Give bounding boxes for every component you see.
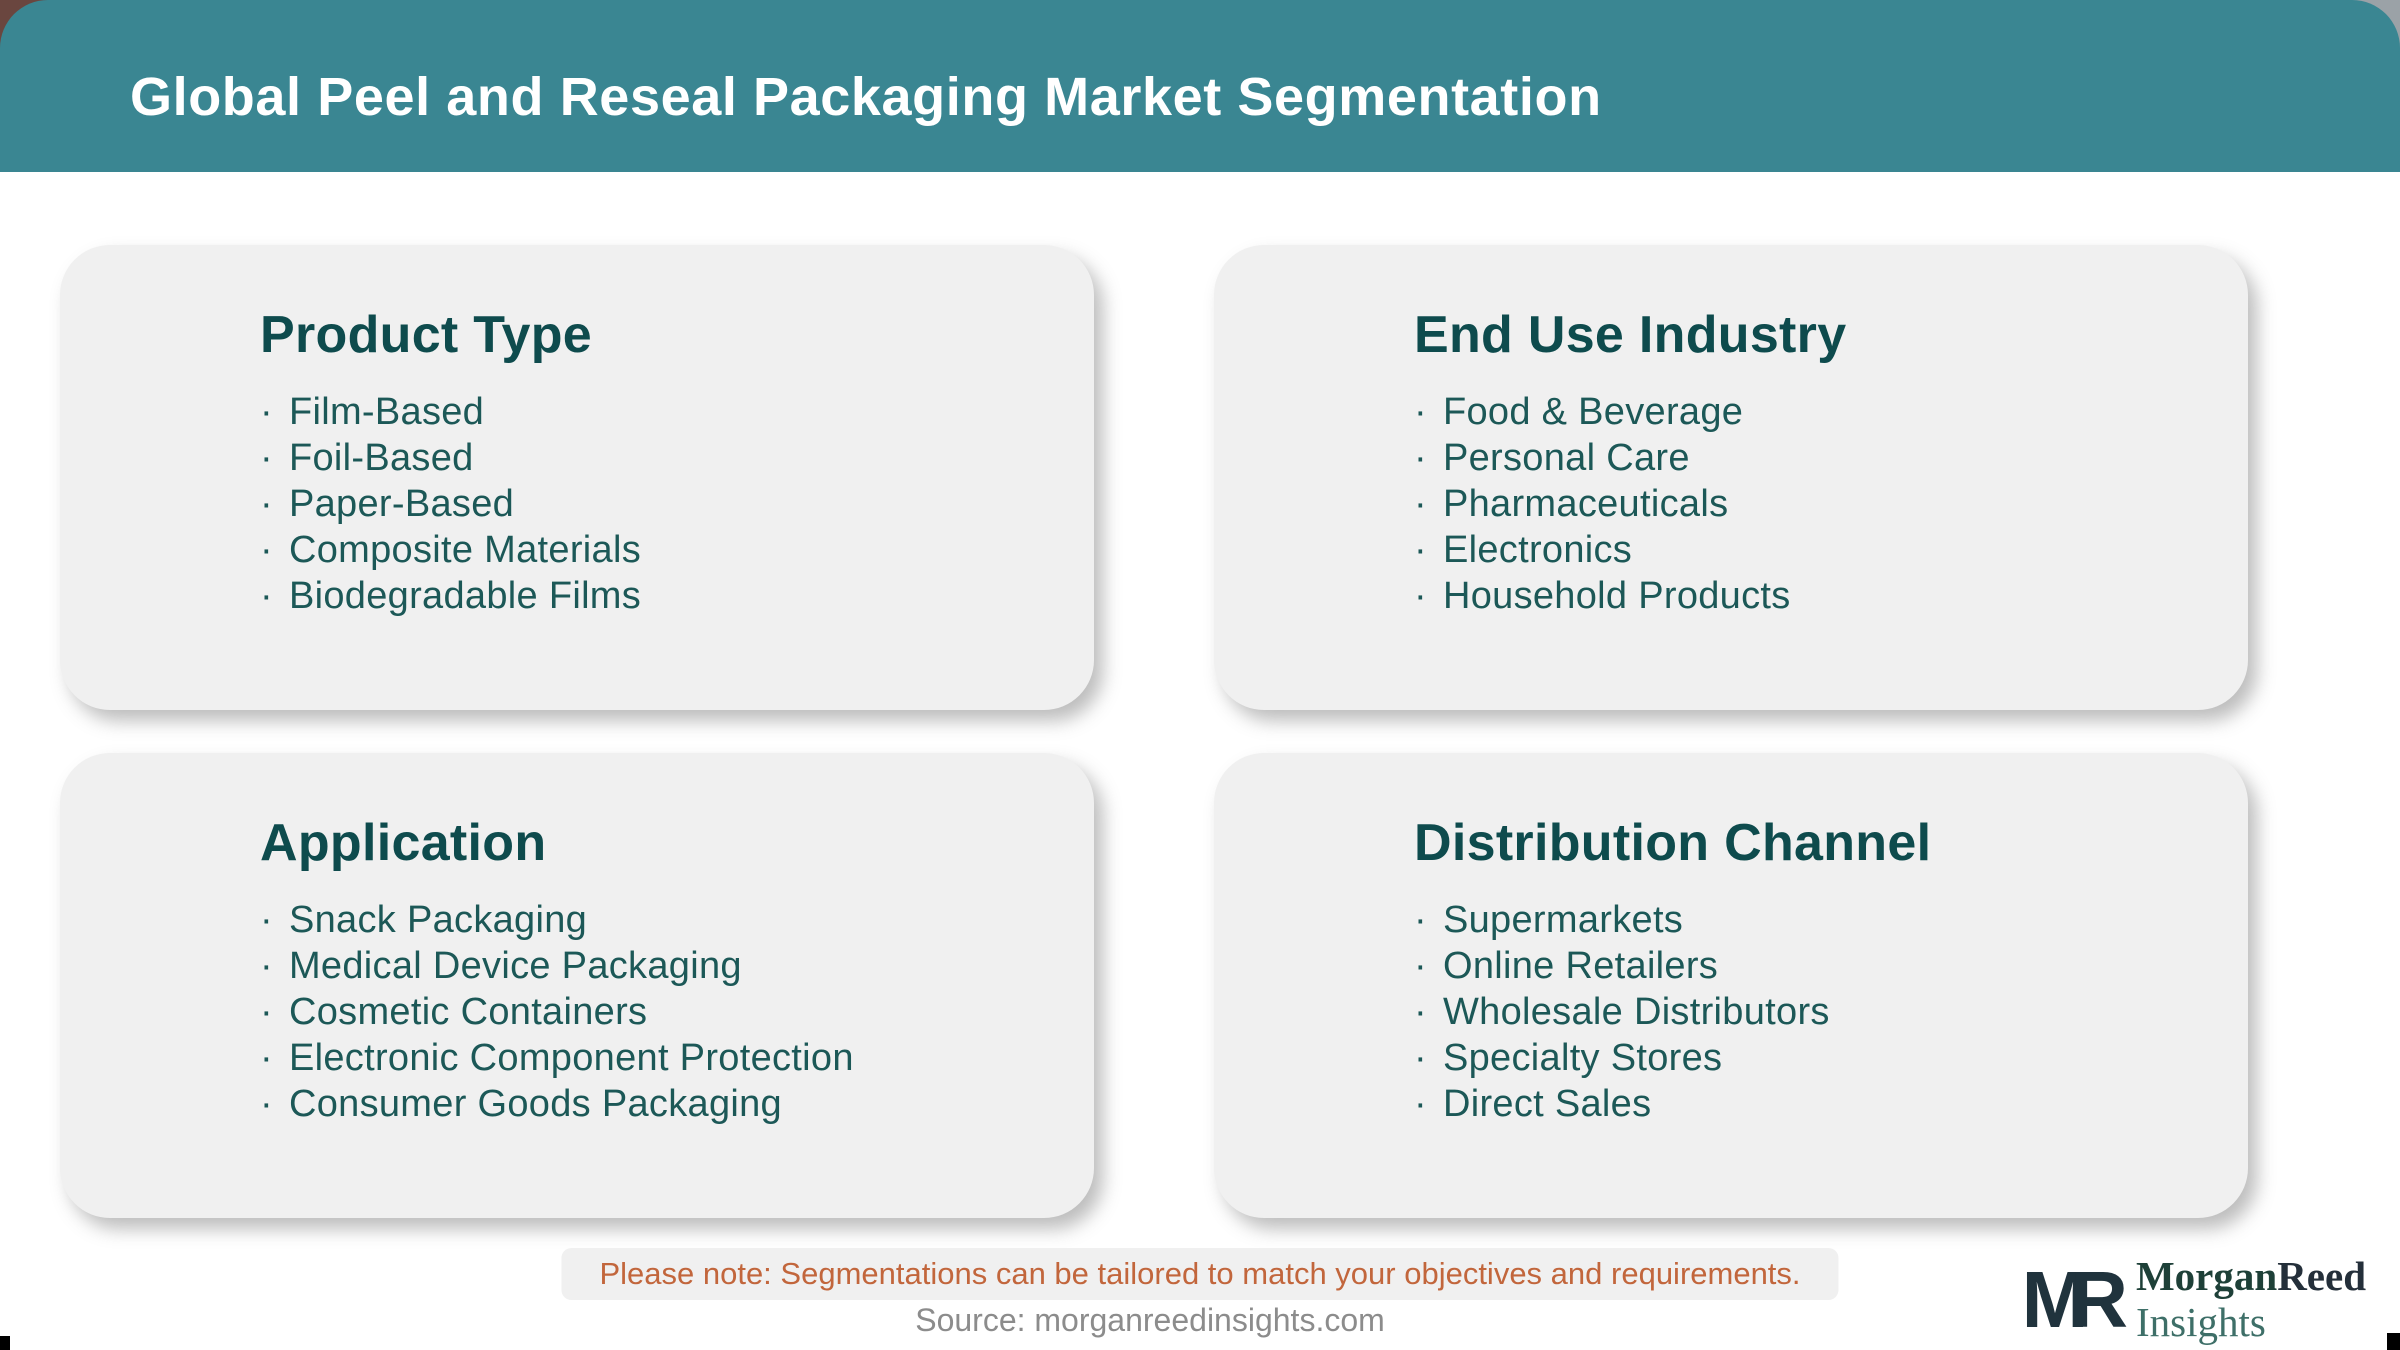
bullet-dot: · [260,945,273,987]
bullet-dot: · [260,575,273,617]
list-item: · Electronics [1414,527,2198,573]
monogram-letter-r: R [2070,1254,2128,1344]
list-item: · Foil-Based [260,435,1044,481]
card-list-end-use-industry: · Food & Beverage · Personal Care · Phar… [1414,389,2198,619]
bullet-dot: · [1414,575,1427,617]
card-title-distribution-channel: Distribution Channel [1414,814,1932,872]
logo-name-reed: Reed [2277,1253,2366,1299]
item-label: Wholesale Distributors [1442,991,1830,1033]
item-label: Personal Care [1442,437,1690,479]
item-label: Electronics [1442,529,1633,571]
list-item: · Specialty Stores [1414,1035,2198,1081]
item-label: Cosmetic Containers [288,991,648,1033]
list-item: · Paper-Based [260,481,1044,527]
bullet-dot: · [1414,991,1427,1033]
crop-mark-bottom-right [2387,1333,2400,1350]
list-item: · Wholesale Distributors [1414,989,2198,1035]
list-item: · Snack Packaging [260,897,1044,943]
bullet-dot: · [260,437,273,479]
bullet-dot: · [1414,1083,1427,1125]
morganreed-logo: MR MorganReed Insights [2022,1256,2366,1343]
list-item: · Pharmaceuticals [1414,481,2198,527]
source-text: Source: morganreedinsights.com [915,1302,1385,1338]
card-end-use-industry: End Use Industry · Food & Beverage · Per… [1214,245,2248,710]
logo-wordmark: MorganReed Insights [2136,1256,2366,1343]
list-item: · Medical Device Packaging [260,943,1044,989]
item-label: Direct Sales [1442,1083,1652,1125]
logo-subtitle: Insights [2135,1299,2266,1345]
bullet-dot: · [1414,945,1427,987]
list-item: · Film-Based [260,389,1044,435]
list-item: · Direct Sales [1414,1081,2198,1127]
list-item: · Consumer Goods Packaging [260,1081,1044,1127]
page-title: Global Peel and Reseal Packaging Market … [130,67,1602,128]
bullet-dot: · [1414,483,1427,525]
list-item: · Household Products [1414,573,2198,619]
item-label: Consumer Goods Packaging [288,1083,782,1125]
item-label: Supermarkets [1442,899,1684,941]
item-label: Online Retailers [1442,945,1719,987]
item-label: Electronic Component Protection [288,1037,854,1079]
list-item: · Biodegradable Films [260,573,1044,619]
card-list-application: · Snack Packaging · Medical Device Packa… [260,897,1044,1127]
item-label: Pharmaceuticals [1442,483,1729,525]
list-item: · Supermarkets [1414,897,2198,943]
bullet-dot: · [1414,437,1427,479]
item-label: Film-Based [288,391,485,433]
bullet-dot: · [260,899,273,941]
card-distribution-channel: Distribution Channel · Supermarkets · On… [1214,753,2248,1218]
card-product-type: Product Type · Film-Based · Foil-Based ·… [60,245,1094,710]
item-label: Specialty Stores [1442,1037,1723,1079]
card-application: Application · Snack Packaging · Medical … [60,753,1094,1218]
bullet-dot: · [1414,899,1427,941]
bullet-dot: · [1414,1037,1427,1079]
item-label: Composite Materials [288,529,642,571]
list-item: · Online Retailers [1414,943,2198,989]
card-list-distribution-channel: · Supermarkets · Online Retailers · Whol… [1414,897,2198,1127]
bullet-dot: · [260,1083,273,1125]
item-label: Biodegradable Films [288,575,642,617]
item-label: Food & Beverage [1442,391,1744,433]
card-title-product-type: Product Type [260,306,593,364]
bullet-dot: · [260,1037,273,1079]
item-label: Household Products [1442,575,1791,617]
item-label: Medical Device Packaging [288,945,742,987]
bullet-dot: · [1414,529,1427,571]
bullet-dot: · [1414,391,1427,433]
card-title-end-use-industry: End Use Industry [1414,306,1847,364]
list-item: · Electronic Component Protection [260,1035,1044,1081]
item-label: Snack Packaging [288,899,588,941]
list-item: · Personal Care [1414,435,2198,481]
card-title-application: Application [260,814,547,872]
logo-name: MorganReed [2136,1256,2366,1297]
bullet-dot: · [260,991,273,1033]
monogram-letter-m: M [2021,1254,2089,1344]
list-item: · Composite Materials [260,527,1044,573]
card-list-product-type: · Film-Based · Foil-Based · Paper-Based … [260,389,1044,619]
bullet-dot: · [260,483,273,525]
list-item: · Food & Beverage [1414,389,2198,435]
mr-monogram-icon: MR [2022,1259,2136,1339]
list-item: · Cosmetic Containers [260,989,1044,1035]
note-banner: Please note: Segmentations can be tailor… [561,1248,1839,1300]
bullet-dot: · [260,529,273,571]
item-label: Paper-Based [288,483,515,525]
logo-name-morgan: Morgan [2135,1253,2278,1299]
crop-mark-bottom-left [0,1336,10,1350]
header-bar: Global Peel and Reseal Packaging Market … [0,0,2400,172]
bullet-dot: · [260,391,273,433]
item-label: Foil-Based [288,437,474,479]
